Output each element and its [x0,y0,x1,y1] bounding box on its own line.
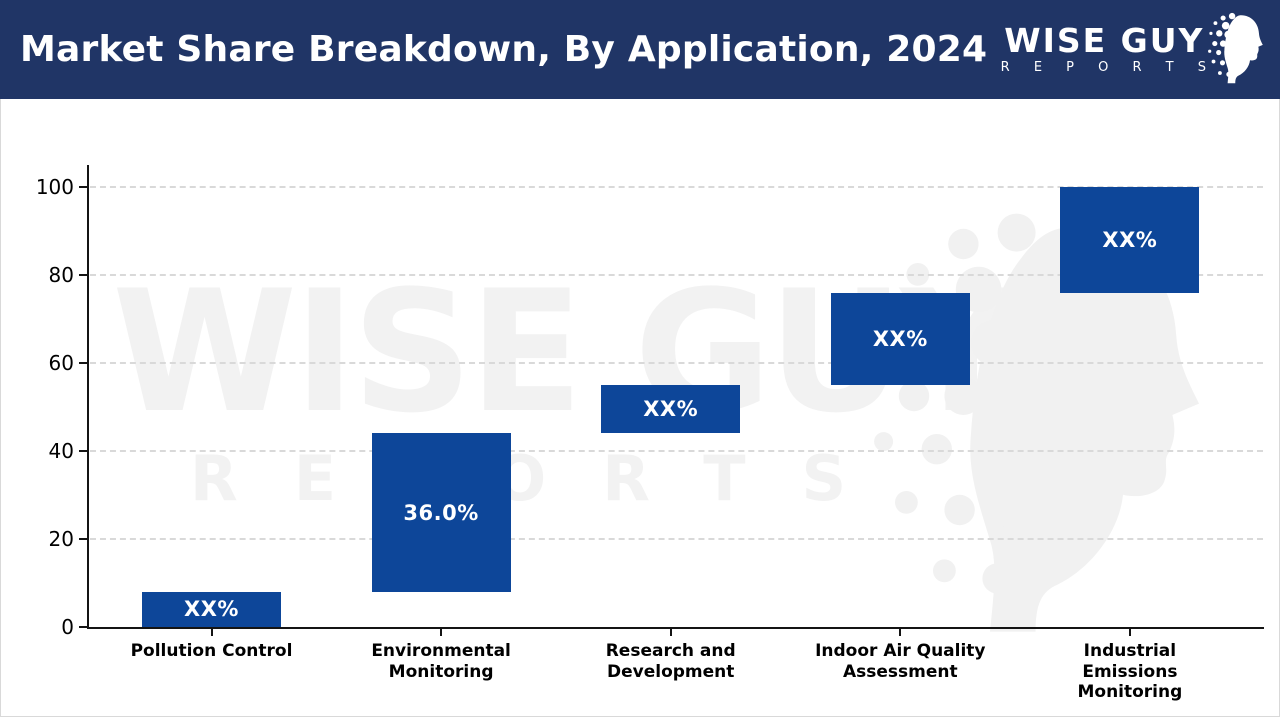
gridline [90,362,1263,364]
y-tick-mark [79,186,88,188]
bar-value-label: XX% [1102,227,1158,252]
page-title: Market Share Breakdown, By Application, … [20,29,988,70]
y-tick-mark [79,274,88,276]
bar-value-label: 36.0% [403,500,479,525]
x-tick-mark [669,629,672,636]
bar: XX% [830,292,970,385]
header-banner: Market Share Breakdown, By Application, … [0,0,1280,99]
y-tick-mark [79,538,88,540]
x-axis-line [87,627,1264,629]
y-axis-line [87,165,89,629]
x-tick-mark [899,629,902,636]
x-category-label: Pollution Control [130,641,293,661]
y-tick-label: 80 [48,263,74,287]
bar: 36.0% [371,433,511,592]
x-tick-mark [1128,629,1131,636]
y-tick-mark [79,362,88,364]
x-category-label: Indoor Air Quality Assessment [815,641,986,682]
bar: XX% [142,591,281,627]
y-tick-mark [79,450,88,452]
y-tick-label: 100 [35,175,74,199]
y-tick-mark [79,626,88,628]
x-category-label: Research and Development [605,641,736,682]
brand-subtitle: R E P O R T S [1000,60,1216,76]
y-tick-label: 40 [48,439,74,463]
x-tick-mark [440,629,443,636]
gridline [90,538,1263,540]
bar: XX% [601,385,741,434]
x-tick-mark [210,629,213,636]
bar: XX% [1060,187,1200,293]
x-category-label: Environmental Monitoring [371,641,511,682]
brand-wordmark: WISE GUY R E P O R T S [993,20,1216,76]
brand-name: WISE GUY [1004,20,1205,60]
bar-value-label: XX% [872,326,928,351]
y-tick-label: 20 [48,527,74,551]
brand-logo: WISE GUY R E P O R T S [993,11,1266,89]
gridline [90,186,1263,188]
face-logo-icon [1202,11,1266,89]
y-tick-label: 60 [48,351,74,375]
bar-value-label: XX% [643,397,699,422]
y-tick-label: 0 [61,615,74,639]
x-category-label: Industrial Emissions Monitoring [1077,641,1183,703]
bar-value-label: XX% [184,597,239,622]
watermark-subtitle: REPORTS [190,442,903,515]
gridline [90,450,1263,452]
gridline [90,274,1263,276]
